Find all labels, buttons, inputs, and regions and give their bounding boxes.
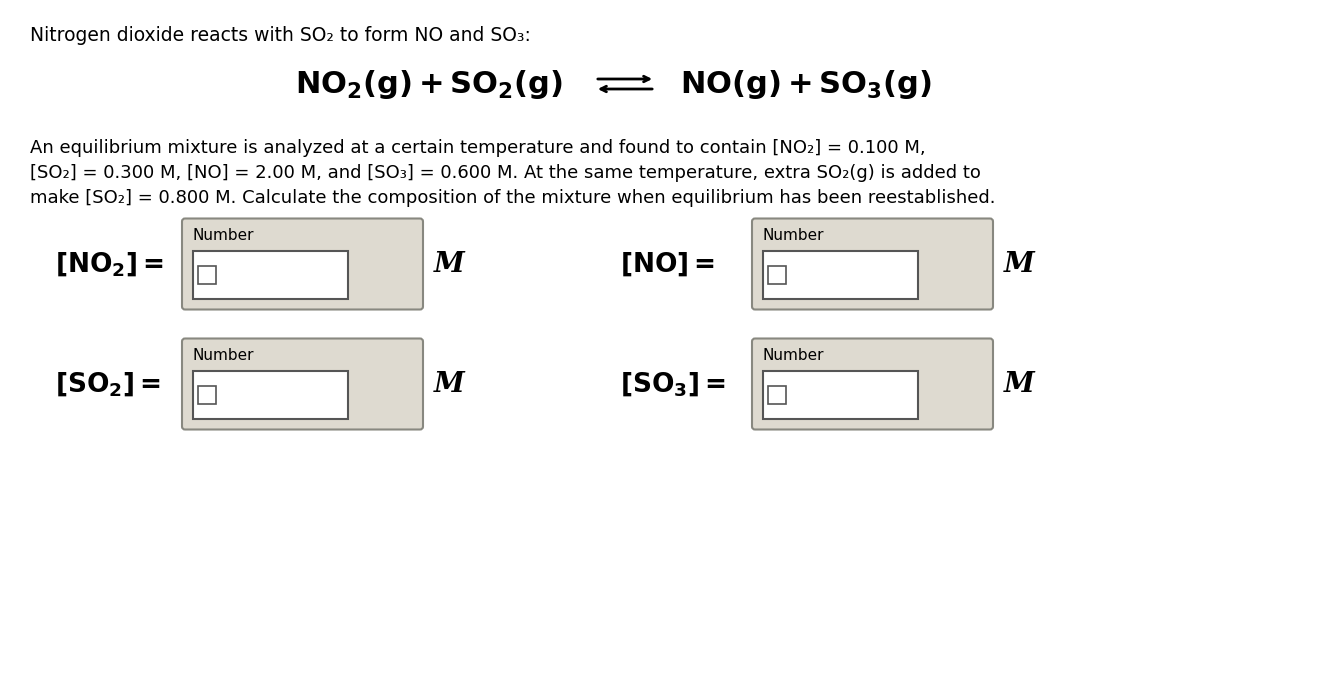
Text: Number: Number (192, 348, 254, 362)
Bar (763, 251, 918, 298)
FancyBboxPatch shape (752, 339, 993, 430)
Text: make [SO₂] = 0.800 M. Calculate the composition of the mixture when equilibrium : make [SO₂] = 0.800 M. Calculate the comp… (29, 189, 995, 207)
Bar (198, 266, 216, 284)
Text: Number: Number (762, 228, 823, 242)
Bar (192, 371, 347, 418)
Bar (768, 385, 786, 403)
Bar (763, 371, 918, 418)
Text: An equilibrium mixture is analyzed at a certain temperature and found to contain: An equilibrium mixture is analyzed at a … (29, 139, 926, 157)
Text: M: M (434, 251, 465, 278)
Text: $\mathbf{[NO] =}$: $\mathbf{[NO] =}$ (620, 250, 715, 278)
Bar (768, 266, 786, 284)
Text: M: M (1003, 371, 1035, 398)
Text: [SO₂] = 0.300 M, [NO] = 2.00 M, and [SO₃] = 0.600 M. At the same temperature, ex: [SO₂] = 0.300 M, [NO] = 2.00 M, and [SO₃… (29, 164, 981, 182)
Text: Nitrogen dioxide reacts with SO₂ to form NO and SO₃:: Nitrogen dioxide reacts with SO₂ to form… (29, 26, 530, 45)
Text: M: M (1003, 251, 1035, 278)
Bar (198, 385, 216, 403)
Text: $\mathbf{NO(g) + SO_3(g)}$: $\mathbf{NO(g) + SO_3(g)}$ (680, 67, 931, 101)
FancyBboxPatch shape (182, 219, 424, 310)
Text: $\mathbf{[NO_2] =}$: $\mathbf{[NO_2] =}$ (55, 250, 164, 278)
Text: $\mathbf{[SO_2] =}$: $\mathbf{[SO_2] =}$ (55, 370, 160, 398)
FancyBboxPatch shape (182, 339, 424, 430)
Bar (192, 251, 347, 298)
FancyBboxPatch shape (752, 219, 993, 310)
Text: Number: Number (762, 348, 823, 362)
Text: $\mathbf{[SO_3] =}$: $\mathbf{[SO_3] =}$ (620, 370, 725, 398)
Text: $\mathbf{NO_2(g) + SO_2(g)}$: $\mathbf{NO_2(g) + SO_2(g)}$ (295, 67, 562, 101)
Text: Number: Number (192, 228, 254, 242)
Text: M: M (434, 371, 465, 398)
